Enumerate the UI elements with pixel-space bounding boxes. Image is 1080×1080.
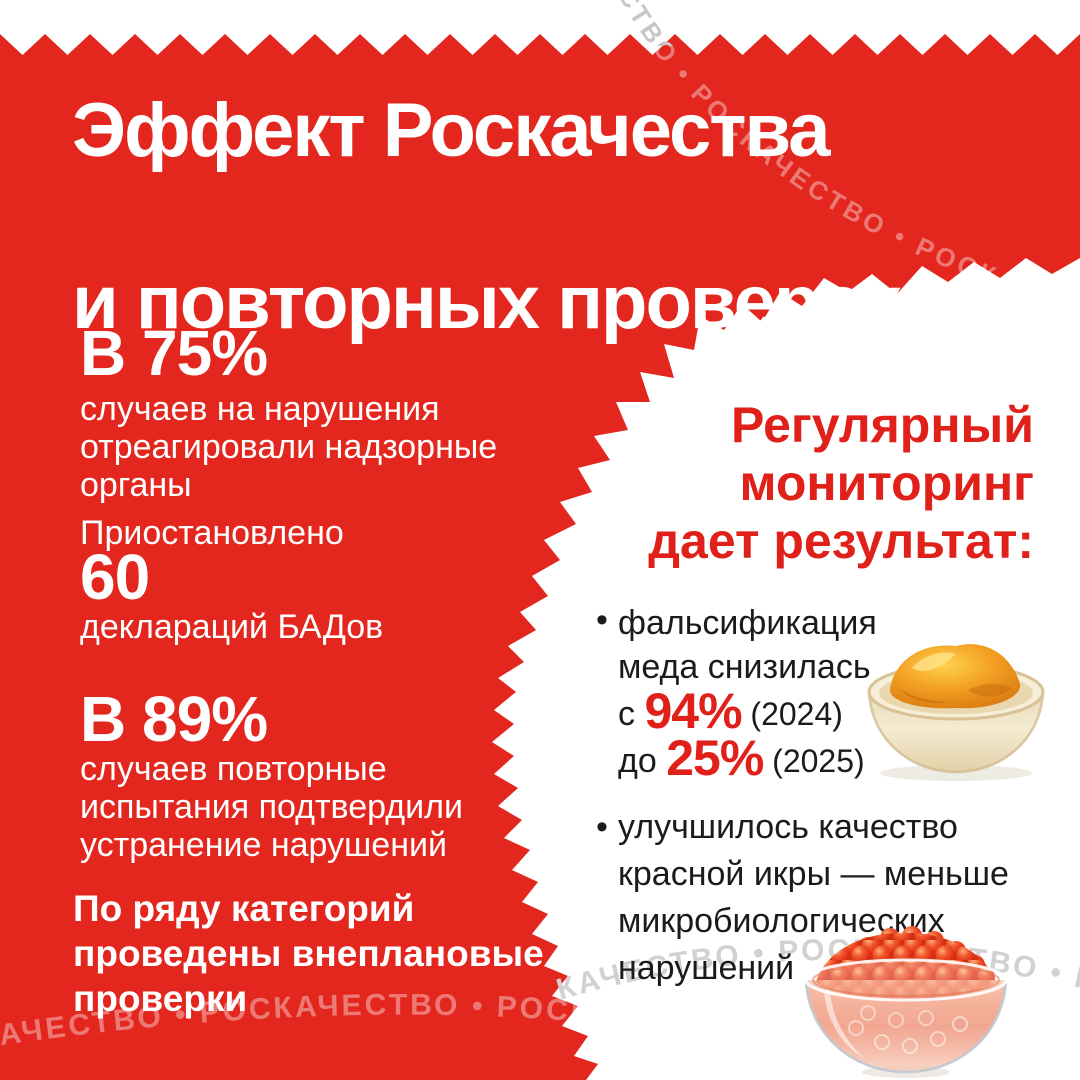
bullet-caviar-text: улучшилось качество красной икры — меньш… <box>618 808 1009 987</box>
honey-bowl-image <box>867 644 1045 781</box>
stat-89-description: случаев повторные испытания подтвердили … <box>80 750 463 864</box>
bullet-caviar: • улучшилось качество красной икры — мен… <box>596 804 1009 992</box>
torn-paper-white-panel <box>492 258 1080 1080</box>
page-title: Эффект Роскачества и повторных проверок <box>72 88 901 346</box>
title-line-1: Эффект Роскачества <box>72 88 830 173</box>
bullet-honey-line2: меда снизилась <box>618 648 871 686</box>
honey-2025-prefix: до <box>618 742 667 780</box>
stat-60-label: Приостановлено <box>80 514 344 552</box>
stat-75-value: В 75% <box>80 317 268 389</box>
caviar-bowl-image <box>804 926 1008 1078</box>
bullet-honey-line1: фальсификация <box>618 604 877 642</box>
honey-2024-year: (2024) <box>741 696 843 732</box>
title-line-2: и повторных проверок <box>72 260 901 345</box>
honey-2024-prefix: с <box>618 695 645 733</box>
bullet-honey-line4: до 25% (2025) <box>618 733 877 783</box>
honey-2025-year: (2025) <box>763 743 865 779</box>
honey-2025-percent: 25% <box>666 730 764 786</box>
bullet-honey: • фальсификация меда снизилась с 94% (20… <box>596 601 877 783</box>
honey-2024-percent: 94% <box>644 683 742 739</box>
unscheduled-inspections-note: По ряду категорий проведены внеплановые … <box>73 888 544 1019</box>
right-panel-heading: Регулярный мониторинг дает результат: <box>648 397 1034 569</box>
bullet-dot: • <box>596 808 608 846</box>
stat-60-description: деклараций БАДов <box>80 608 384 646</box>
bullet-honey-line3: с 94% (2024) <box>618 686 877 736</box>
stat-60-value: 60 <box>80 541 150 613</box>
glass-bowl <box>804 958 1008 1074</box>
stat-75-description: случаев на нарушения отреагировали надзо… <box>80 390 498 504</box>
stat-89-value: В 89% <box>80 683 268 755</box>
bullet-dot: • <box>596 601 608 639</box>
